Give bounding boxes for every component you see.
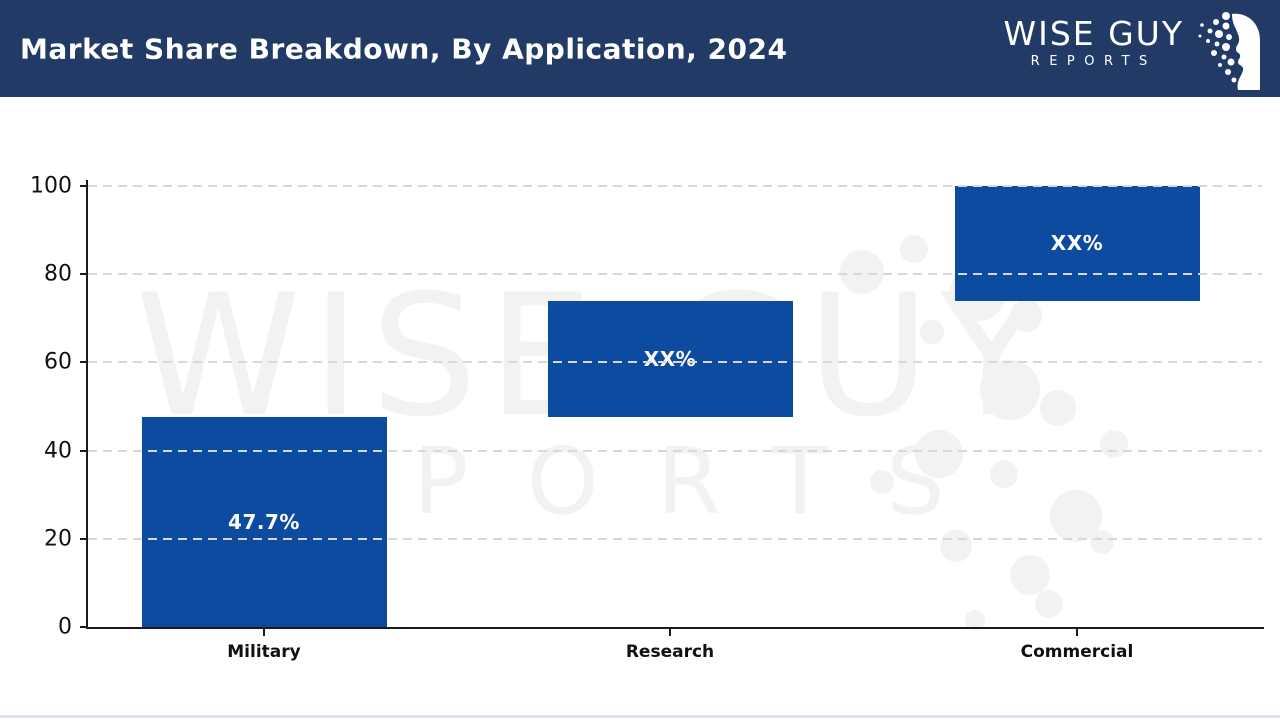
watermark-dot bbox=[915, 430, 963, 478]
y-tick-label-40: 40 bbox=[44, 438, 72, 464]
footer-divider bbox=[0, 715, 1280, 718]
y-tick-label-80: 80 bbox=[44, 261, 72, 287]
y-axis-line bbox=[86, 180, 88, 629]
bar-value-label: XX% bbox=[643, 346, 697, 371]
watermark-dot bbox=[1040, 390, 1076, 426]
y-tick-mark-60 bbox=[80, 361, 88, 364]
y-tick-label-20: 20 bbox=[44, 526, 72, 552]
bar-value-label: XX% bbox=[1050, 231, 1104, 256]
y-tick-mark-40 bbox=[80, 449, 88, 452]
gridline-80 bbox=[88, 273, 1262, 276]
gridline-100 bbox=[88, 185, 1262, 187]
bar-commercial: XX% bbox=[954, 186, 1200, 301]
bar-research: XX% bbox=[547, 300, 793, 417]
chart-title: Market Share Breakdown, By Application, … bbox=[20, 32, 788, 65]
y-tick-label-0: 0 bbox=[58, 614, 72, 640]
gridline-20 bbox=[88, 537, 1262, 540]
watermark-dot bbox=[920, 320, 944, 344]
watermark-dot bbox=[965, 610, 985, 630]
logo-text: WISE GUY REPORTS bbox=[1003, 14, 1184, 70]
logo-wordmark: WISE GUY bbox=[1003, 14, 1184, 53]
y-tick-mark-20 bbox=[80, 537, 88, 540]
x-tick-mark-research bbox=[669, 629, 671, 636]
watermark-dot bbox=[1010, 300, 1042, 332]
watermark-dot bbox=[940, 530, 972, 562]
watermark-dot bbox=[870, 470, 894, 494]
y-tick-label-100: 100 bbox=[30, 173, 72, 199]
watermark-dot bbox=[1035, 590, 1063, 618]
plot-area: 47.7% XX% XX% 0 20 40 60 80 100 Military Research C… bbox=[30, 174, 1262, 662]
logo-subtitle: REPORTS bbox=[1030, 54, 1157, 69]
y-tick-mark-100 bbox=[80, 185, 88, 187]
x-category-label-research: Research bbox=[625, 642, 715, 662]
x-tick-mark-commercial bbox=[1076, 629, 1078, 636]
y-tick-label-60: 60 bbox=[44, 349, 72, 375]
dotted-face-icon bbox=[1198, 12, 1260, 90]
watermark-dot bbox=[980, 360, 1040, 420]
gridline-40 bbox=[88, 449, 1262, 452]
x-category-label-military: Military bbox=[227, 642, 301, 662]
watermark-dot bbox=[840, 250, 884, 294]
y-tick-mark-80 bbox=[80, 273, 88, 276]
watermark-dot bbox=[1010, 555, 1050, 595]
x-axis-line bbox=[86, 627, 1264, 629]
watermark-dot bbox=[1090, 530, 1114, 554]
watermark-dot bbox=[1100, 430, 1128, 458]
watermark-dot bbox=[900, 235, 928, 263]
chart-header: Market Share Breakdown, By Application, … bbox=[0, 0, 1280, 97]
watermark-dot bbox=[990, 460, 1018, 488]
gridline-60 bbox=[88, 361, 1262, 364]
wise-guy-reports-logo: WISE GUY REPORTS bbox=[992, 10, 1262, 90]
bar-value-label: 47.7% bbox=[228, 509, 300, 534]
x-tick-mark-military bbox=[263, 629, 265, 636]
bar-military: 47.7% bbox=[141, 416, 387, 627]
y-tick-mark-0 bbox=[80, 626, 88, 628]
x-category-label-commercial: Commercial bbox=[1020, 642, 1134, 662]
